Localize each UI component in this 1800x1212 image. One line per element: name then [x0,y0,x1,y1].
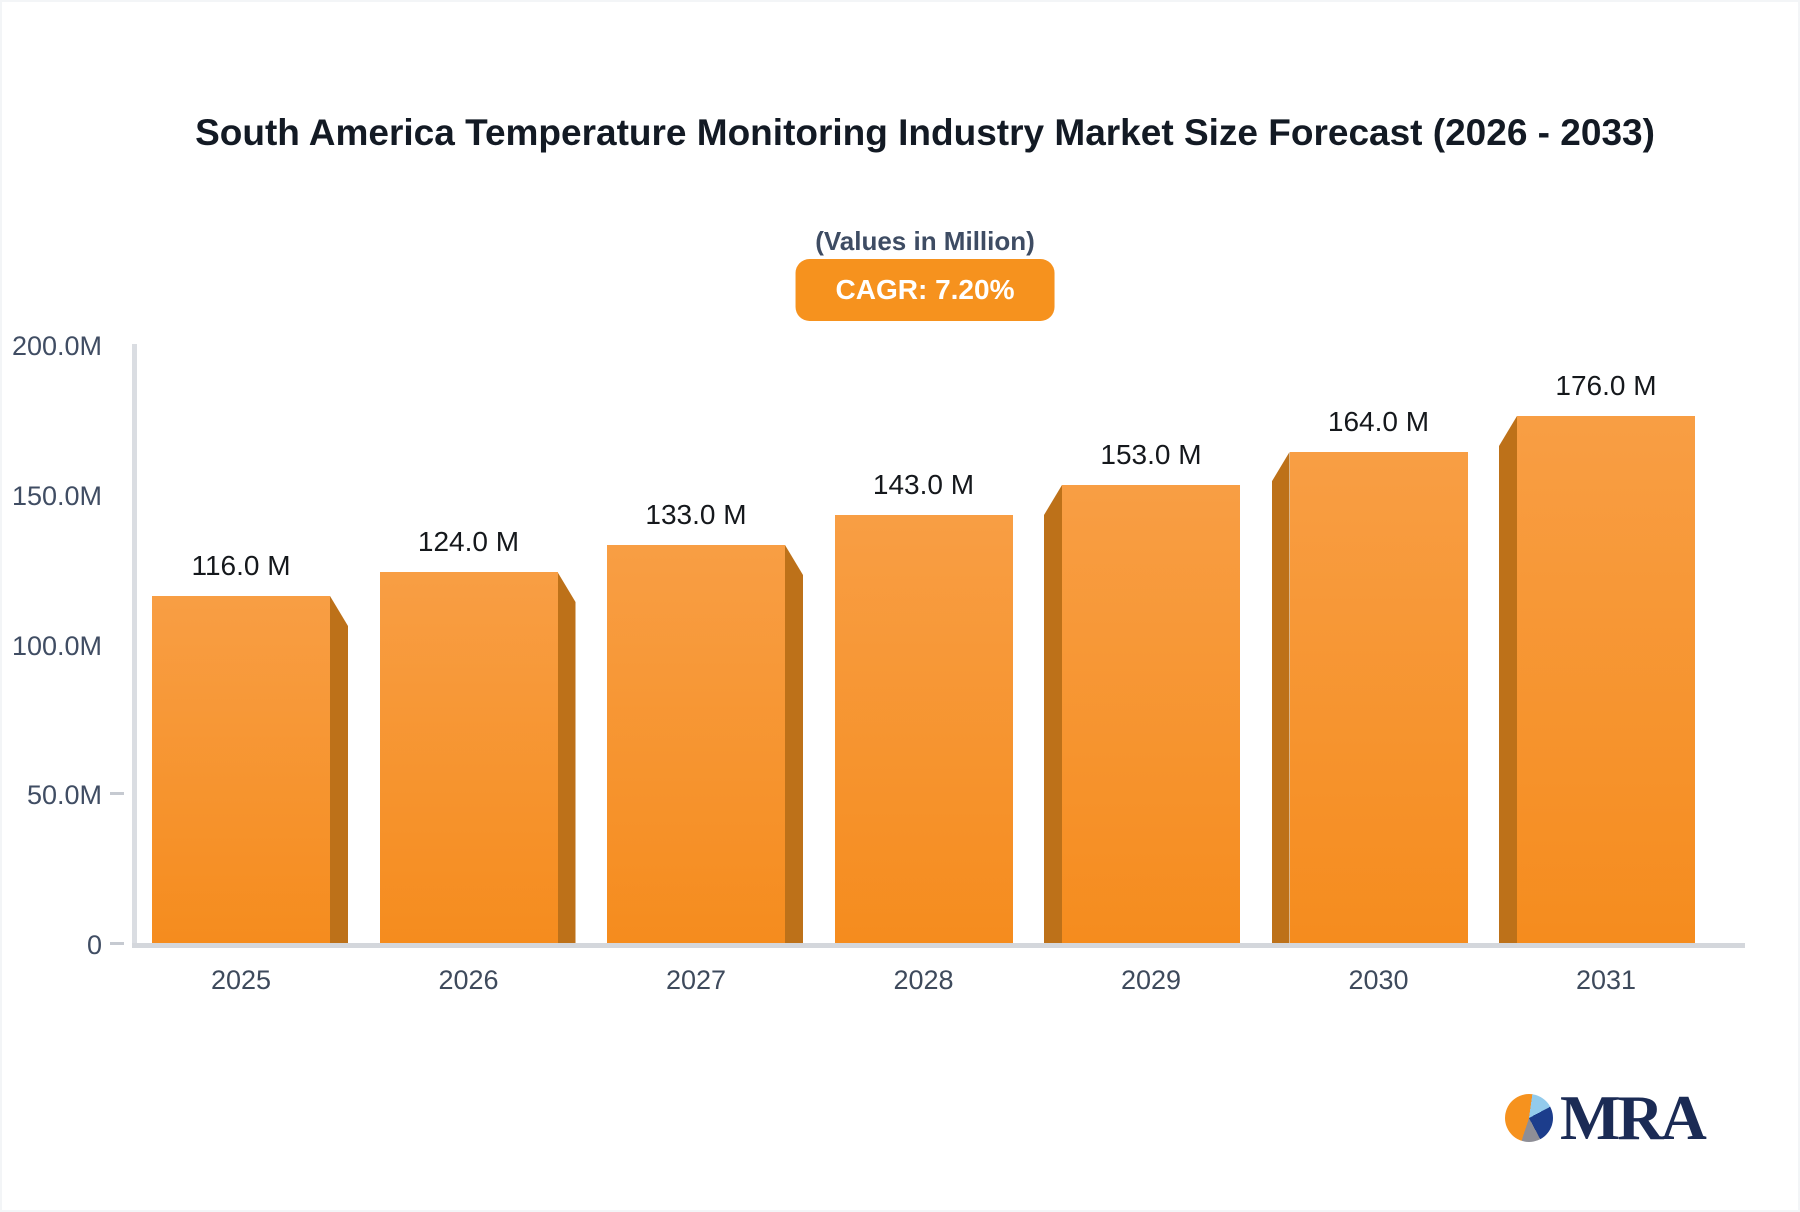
bar-3d-side-2030 [1271,452,1290,943]
y-tick-label: 150.0M [11,480,102,511]
logo-text: MRA [1560,1082,1707,1153]
bar-value-label: 153.0 M [1100,439,1202,470]
bar-value-label: 164.0 M [1327,406,1430,437]
y-tick-mark [110,792,124,796]
chart-subtitle: (Values in Million) [815,226,1035,256]
bar-2025[interactable] [152,596,330,943]
bar-3d-side-2031 [1499,416,1517,943]
bar-3d-side-2025 [330,596,348,943]
bar-value-label: 116.0 M [191,550,291,581]
x-tick-label-2026: 2026 [438,965,499,995]
x-tick-label-2025: 2025 [210,965,272,995]
bar-2027[interactable] [607,545,785,943]
x-tick-label-2027: 2027 [665,965,727,995]
bar-2030[interactable] [1289,452,1468,943]
bar-3d-side-2029 [1044,485,1062,943]
x-axis-line [132,943,1745,948]
bar-value-label: 143.0 M [872,469,975,500]
bar-value-label: 124.0 M [417,526,520,557]
bar-2026[interactable] [379,572,558,943]
bar-value-label: 133.0 M [645,499,747,530]
y-tick-label: 50.0M [26,780,102,811]
bar-2029[interactable] [1062,485,1240,943]
bar-3d-side-2027 [785,545,803,943]
chart-title: South America Temperature Monitoring Ind… [195,112,1655,153]
bar-2028[interactable] [834,515,1013,943]
x-tick-label-2031: 2031 [1575,965,1637,995]
x-tick-label-2030: 2030 [1348,965,1409,995]
bar-2031[interactable] [1517,416,1695,943]
bar-3d-side-2026 [557,572,576,943]
y-tick-label: 0 [86,930,102,960]
bar-value-label: 176.0 M [1555,370,1657,401]
y-tick-label: 200.0M [11,331,102,361]
x-tick-label-2029: 2029 [1120,965,1182,995]
x-tick-label-2028: 2028 [893,965,954,995]
y-axis-line [132,344,137,948]
cagr-badge: CAGR: 7.20% [795,259,1055,321]
mra-logo: MRA [1505,1082,1707,1153]
y-tick-label: 100.0M [11,630,102,661]
pie-chart-logo-icon [1505,1094,1553,1142]
y-tick-mark [110,942,124,945]
